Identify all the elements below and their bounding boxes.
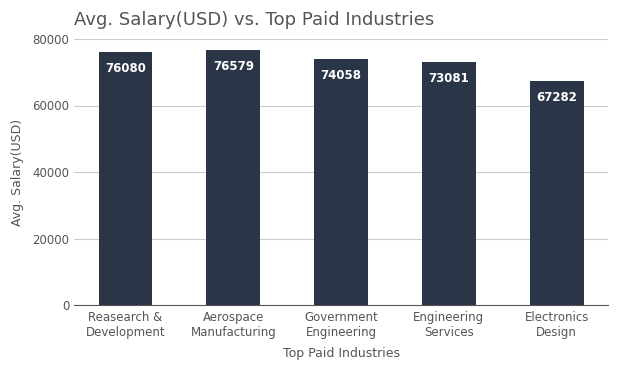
Text: 76579: 76579 bbox=[213, 60, 254, 73]
Bar bbox=[314, 59, 368, 305]
Text: 73081: 73081 bbox=[428, 72, 469, 85]
Bar bbox=[422, 62, 476, 305]
Text: 74058: 74058 bbox=[321, 69, 361, 82]
Bar bbox=[530, 81, 584, 305]
Text: Avg. Salary(USD) vs. Top Paid Industries: Avg. Salary(USD) vs. Top Paid Industries bbox=[74, 11, 435, 29]
Bar bbox=[206, 50, 260, 305]
Bar bbox=[98, 52, 152, 305]
Text: 76080: 76080 bbox=[105, 62, 146, 75]
Y-axis label: Avg. Salary(USD): Avg. Salary(USD) bbox=[11, 118, 24, 226]
Text: 67282: 67282 bbox=[536, 91, 577, 104]
X-axis label: Top Paid Industries: Top Paid Industries bbox=[283, 347, 400, 360]
